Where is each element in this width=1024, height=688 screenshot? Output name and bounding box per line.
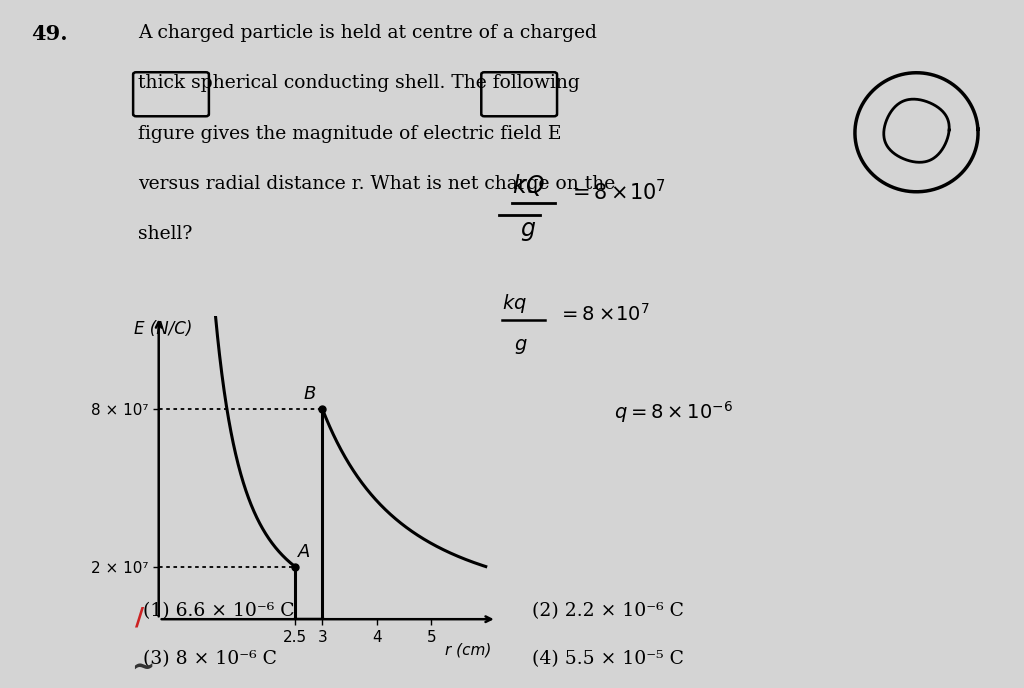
Text: (1) 6.6 × 10⁻⁶ C: (1) 6.6 × 10⁻⁶ C (143, 602, 295, 620)
Text: /: / (135, 605, 144, 630)
Text: $\mathit{q}= 8\times10^{-6}$: $\mathit{q}= 8\times10^{-6}$ (614, 399, 733, 425)
Text: shell?: shell? (138, 225, 193, 243)
Text: figure gives the magnitude of electric field E: figure gives the magnitude of electric f… (138, 125, 562, 142)
Text: 49.: 49. (31, 24, 68, 44)
Text: E (N/C): E (N/C) (134, 319, 193, 338)
Text: $\mathit{g}$: $\mathit{g}$ (520, 220, 537, 243)
Text: A charged particle is held at centre of a charged: A charged particle is held at centre of … (138, 24, 597, 42)
Text: thick spherical conducting shell. The following: thick spherical conducting shell. The fo… (138, 74, 580, 92)
Text: r (cm): r (cm) (444, 643, 492, 658)
Text: $= 8\times\!10^7$: $= 8\times\!10^7$ (558, 303, 649, 325)
Text: $\mathit{k}\mathit{Q}$: $\mathit{k}\mathit{Q}$ (512, 172, 546, 198)
Text: $\mathit{k}\mathit{q}$: $\mathit{k}\mathit{q}$ (502, 292, 526, 315)
Text: $= 8\times\!10^7$: $= 8\times\!10^7$ (568, 179, 667, 204)
Text: $\mathit{g}$: $\mathit{g}$ (514, 337, 527, 356)
Text: A: A (298, 544, 310, 561)
Text: (2) 2.2 × 10⁻⁶ C: (2) 2.2 × 10⁻⁶ C (532, 602, 684, 620)
Text: B: B (303, 385, 315, 403)
Text: ~: ~ (131, 654, 155, 682)
Text: versus radial distance r. What is net charge on the: versus radial distance r. What is net ch… (138, 175, 615, 193)
Text: (3) 8 × 10⁻⁶ C: (3) 8 × 10⁻⁶ C (143, 650, 278, 668)
Text: (4) 5.5 × 10⁻⁵ C: (4) 5.5 × 10⁻⁵ C (532, 650, 684, 668)
